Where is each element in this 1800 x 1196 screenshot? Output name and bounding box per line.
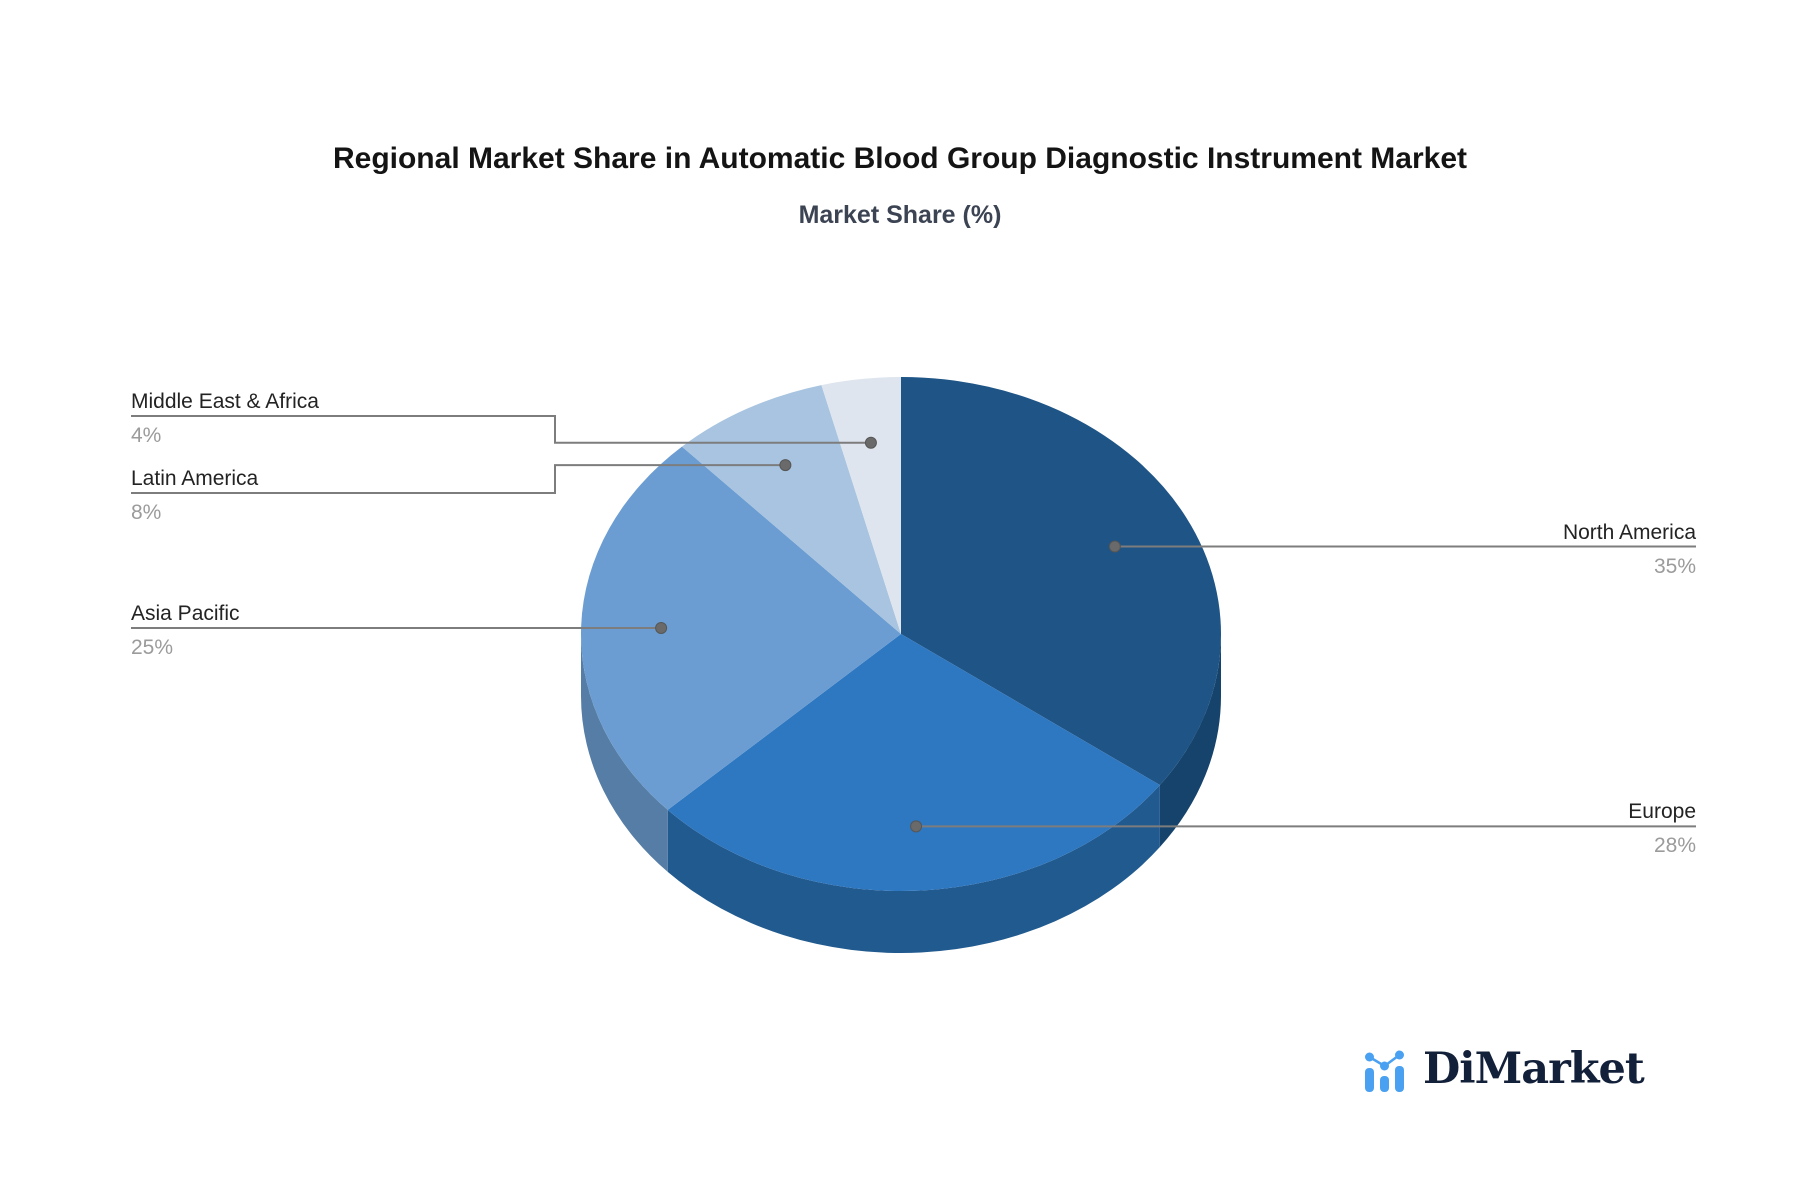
leader-dot-latin-america bbox=[779, 459, 792, 472]
pie-slice-side-asia-pacific bbox=[581, 634, 668, 872]
slice-label-north-america: North America 35% bbox=[1096, 519, 1696, 580]
slice-label-percent: 28% bbox=[1653, 834, 1696, 857]
leader-dot-north-america bbox=[1108, 540, 1121, 553]
leader-dot-middle-east-africa bbox=[864, 436, 877, 449]
slice-label-name: Latin America bbox=[131, 467, 259, 490]
brand-wordmark: DiMarket bbox=[1423, 1044, 1645, 1094]
slice-label-latin-america: Latin America 8% bbox=[131, 465, 561, 526]
slice-label-europe: Europe 28% bbox=[1096, 798, 1696, 859]
slice-label-percent: 4% bbox=[131, 424, 162, 447]
pie-slice-asia-pacific[interactable] bbox=[581, 446, 901, 810]
slice-label-name: North America bbox=[1562, 521, 1696, 544]
bar-line-chart-icon bbox=[1365, 1050, 1404, 1092]
leader-line-latin-america bbox=[131, 464, 786, 494]
slice-label-name: Asia Pacific bbox=[131, 602, 240, 625]
leader-dot-europe bbox=[910, 820, 923, 833]
pie-slice-latin-america[interactable] bbox=[681, 385, 901, 634]
pie-slice-side-europe bbox=[667, 785, 1160, 954]
slice-label-middle-east-africa: Middle East & Africa 4% bbox=[131, 388, 561, 449]
pie-slice-side-north-america bbox=[1159, 634, 1221, 848]
slice-label-asia-pacific: Asia Pacific 25% bbox=[131, 600, 561, 661]
slice-label-percent: 25% bbox=[131, 636, 174, 659]
pie-slice-middle-east-africa[interactable] bbox=[821, 377, 901, 634]
chart-title: Regional Market Share in Automatic Blood… bbox=[332, 142, 1468, 175]
leader-dot-asia-pacific bbox=[655, 621, 668, 634]
pie-slice-north-america[interactable] bbox=[901, 377, 1221, 786]
slice-label-name: Middle East & Africa bbox=[131, 390, 319, 413]
brand-logo: DiMarket bbox=[1365, 1038, 1645, 1094]
slice-label-percent: 35% bbox=[1653, 555, 1696, 578]
chart-subtitle: Market Share (%) bbox=[798, 201, 1002, 229]
slice-label-percent: 8% bbox=[131, 501, 162, 524]
leader-line-middle-east-africa bbox=[131, 415, 871, 444]
slice-label-name: Europe bbox=[1628, 800, 1696, 823]
